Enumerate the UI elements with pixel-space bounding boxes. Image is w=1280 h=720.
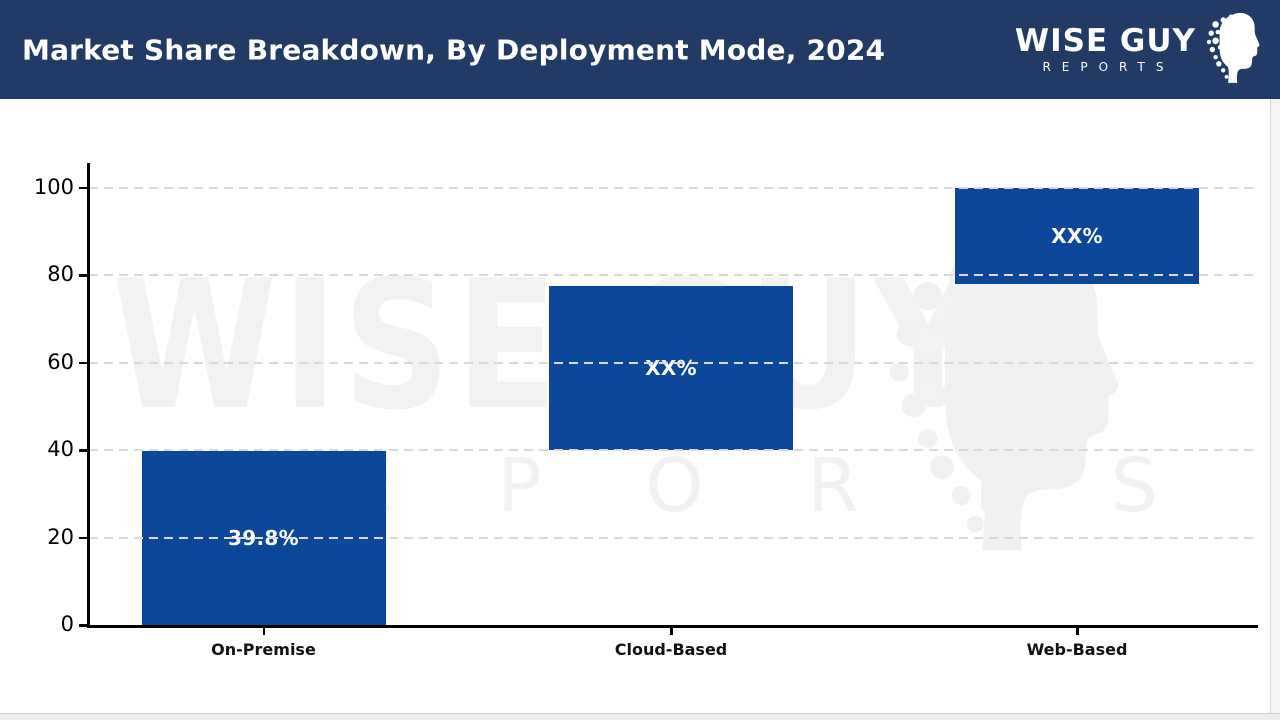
bar-cloud-based: XX% <box>549 285 793 450</box>
gridline-100 <box>89 186 1256 189</box>
wiseguy-face-icon <box>1206 12 1260 83</box>
y-tick-label: 0 <box>60 612 74 636</box>
gridline-40 <box>89 449 1256 451</box>
category-label: Web-Based <box>1026 640 1128 659</box>
y-tick-100 <box>79 186 87 189</box>
y-tick-label: 100 <box>33 174 74 199</box>
gridline-60 <box>89 361 1256 364</box>
horizontal-scrollbar[interactable] <box>0 713 1280 720</box>
x-tick-1 <box>262 627 265 635</box>
vertical-scrollbar[interactable] <box>1270 99 1280 713</box>
y-tick-40 <box>79 449 87 452</box>
brand-name: WISE GUY <box>1014 23 1196 60</box>
y-tick-20 <box>79 536 87 539</box>
category-label: On-Premise <box>211 640 316 659</box>
header-band: Market Share Breakdown, By Deployment Mo… <box>0 0 1280 99</box>
bar-web-based: XX% <box>955 187 1199 284</box>
y-tick-60 <box>79 361 87 364</box>
brand-logo-text: WISE GUY REPORTS <box>1015 24 1196 73</box>
brand-logo: WISE GUY REPORTS <box>1015 8 1266 90</box>
category-label: Cloud-Based <box>614 640 728 659</box>
watermark-text-primary: WISE GUY <box>112 242 988 449</box>
bar-value-label: XX% <box>1051 223 1103 248</box>
gridline-20 <box>89 536 1256 539</box>
y-tick-label: 60 <box>47 349 74 374</box>
page-title: Market Share Breakdown, By Deployment Mo… <box>22 33 886 66</box>
x-axis-line <box>87 625 1258 628</box>
x-tick-3 <box>1076 627 1079 635</box>
chart-area: WISE GUY R E P O R T S 0 20 40 60 80 100 39.8%… <box>0 99 1280 713</box>
y-tick-0 <box>79 624 87 627</box>
y-tick-label: 80 <box>47 262 74 286</box>
y-tick-label: 20 <box>47 524 74 549</box>
y-tick-label: 40 <box>47 437 74 461</box>
y-axis-line <box>87 163 90 627</box>
x-tick-2 <box>670 627 673 635</box>
y-tick-80 <box>79 274 87 277</box>
brand-subtitle: REPORTS <box>1042 59 1175 74</box>
gridline-80 <box>89 274 1256 276</box>
bar-value-label: XX% <box>645 355 697 380</box>
